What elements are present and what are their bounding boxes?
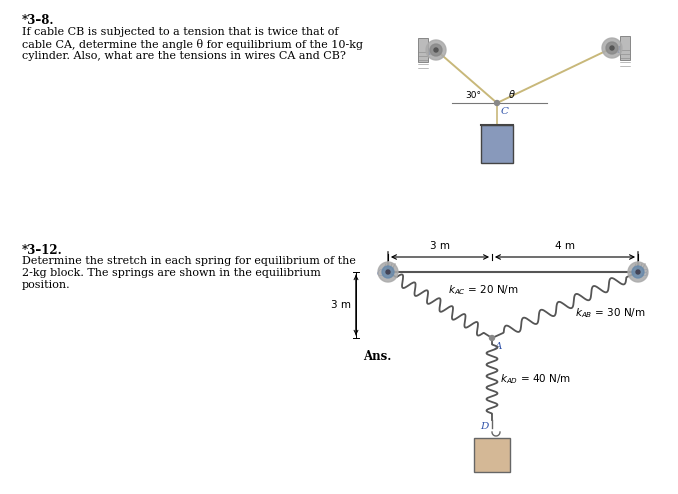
Text: D: D	[481, 422, 489, 431]
Circle shape	[490, 335, 494, 340]
Text: 3 m: 3 m	[331, 300, 351, 310]
Circle shape	[378, 262, 398, 282]
Text: $k_{AD}$ = 40 N/m: $k_{AD}$ = 40 N/m	[500, 372, 571, 386]
Text: 3 m: 3 m	[430, 241, 450, 251]
Text: $k_{AC}$ = 20 N/m: $k_{AC}$ = 20 N/m	[448, 283, 519, 297]
Circle shape	[430, 44, 442, 56]
Circle shape	[386, 270, 390, 274]
Text: $k_{AB}$ = 30 N/m: $k_{AB}$ = 30 N/m	[575, 306, 645, 320]
Circle shape	[382, 266, 394, 278]
Text: A: A	[424, 48, 431, 57]
Text: θ: θ	[509, 90, 515, 100]
Text: B: B	[640, 269, 647, 278]
Bar	[474, 438, 510, 472]
Text: position.: position.	[22, 280, 71, 290]
Bar	[418, 38, 428, 62]
Text: *3–12.: *3–12.	[22, 244, 63, 257]
Text: C: C	[501, 107, 509, 116]
Text: A: A	[495, 342, 502, 351]
Text: 2-kg block. The springs are shown in the equilibrium: 2-kg block. The springs are shown in the…	[22, 268, 321, 278]
Text: cylinder. Also, what are the tensions in wires CA and CB?: cylinder. Also, what are the tensions in…	[22, 51, 346, 61]
Text: 30°: 30°	[465, 91, 481, 100]
Circle shape	[434, 48, 438, 52]
Text: If cable CB is subjected to a tension that is twice that of: If cable CB is subjected to a tension th…	[22, 27, 338, 37]
Circle shape	[636, 270, 640, 274]
Text: 4 m: 4 m	[555, 241, 575, 251]
Text: B: B	[616, 46, 624, 55]
Bar	[481, 125, 513, 163]
Text: Determine the stretch in each spring for equilibrium of the: Determine the stretch in each spring for…	[22, 256, 356, 266]
Circle shape	[610, 46, 614, 50]
Circle shape	[494, 100, 500, 106]
Text: cable CA, determine the angle θ for equilibrium of the 10-kg: cable CA, determine the angle θ for equi…	[22, 39, 363, 50]
Circle shape	[602, 38, 622, 58]
Text: *3–8.: *3–8.	[22, 14, 54, 27]
Bar	[620, 36, 630, 60]
Circle shape	[632, 266, 644, 278]
Circle shape	[628, 262, 648, 282]
Text: C: C	[377, 269, 385, 278]
Text: Ans.: Ans.	[363, 350, 391, 363]
Circle shape	[426, 40, 446, 60]
Circle shape	[606, 42, 618, 54]
